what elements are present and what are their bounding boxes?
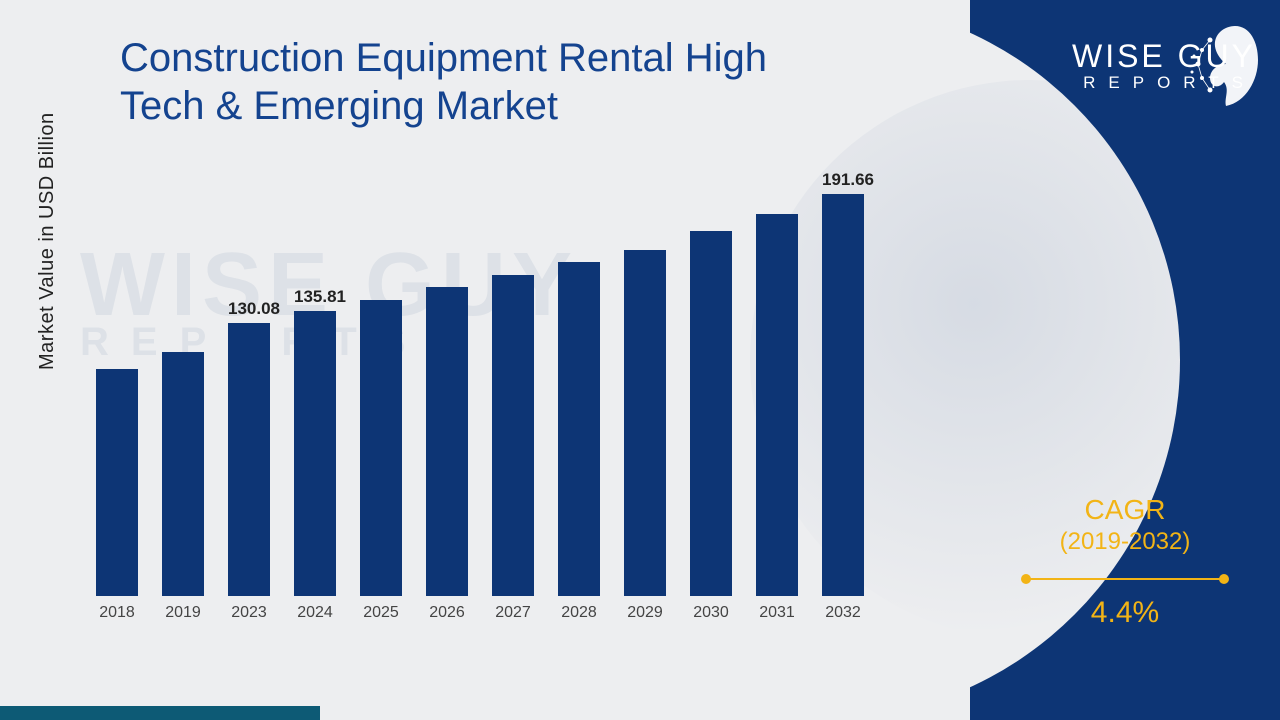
cagr-label: CAGR [1008, 494, 1242, 526]
x-axis-tick: 2029 [621, 604, 669, 622]
bar [558, 262, 600, 596]
bar [162, 352, 204, 596]
x-axis-tick: 2025 [357, 604, 405, 622]
infographic-page: WISE GUY REPORTS WISE GUY REPORTS Constr… [0, 0, 1280, 720]
bar-value-label: 130.08 [228, 299, 270, 319]
x-axis-tick: 2024 [291, 604, 339, 622]
x-axis-tick: 2027 [489, 604, 537, 622]
bar-chart: 130.08 135.81 191.66 [86, 176, 916, 596]
cagr-period: (2019-2032) [1008, 528, 1242, 556]
y-axis-label: Market Value in USD Billion [36, 112, 59, 370]
x-axis-tick: 2018 [93, 604, 141, 622]
bar [96, 369, 138, 596]
cagr-divider [1026, 578, 1224, 580]
x-axis-tick: 2030 [687, 604, 735, 622]
bar: 191.66 [822, 194, 864, 596]
bar [360, 300, 402, 596]
bar [690, 231, 732, 596]
logo-line1: WISE GUY [1072, 38, 1256, 75]
chart-title: Construction Equipment Rental High Tech … [120, 34, 840, 130]
bar-value-label: 191.66 [822, 170, 864, 190]
x-axis-tick: 2028 [555, 604, 603, 622]
x-axis-tick: 2032 [819, 604, 867, 622]
bar [426, 287, 468, 596]
cagr-value: 4.4% [1008, 596, 1242, 630]
bar [756, 214, 798, 596]
logo-line2: REPORTS [1072, 73, 1256, 93]
x-axis-tick: 2031 [753, 604, 801, 622]
x-axis-tick: 2023 [225, 604, 273, 622]
x-axis-tick: 2026 [423, 604, 471, 622]
bar: 135.81 [294, 311, 336, 596]
bar [492, 275, 534, 596]
bar-value-label: 135.81 [294, 287, 336, 307]
brand-logo: WISE GUY REPORTS [1072, 38, 1256, 93]
bottom-accent-bar [0, 706, 320, 720]
bar [624, 250, 666, 597]
bar: 130.08 [228, 323, 270, 596]
cagr-block: CAGR (2019-2032) 4.4% [1008, 494, 1242, 630]
x-axis-tick: 2019 [159, 604, 207, 622]
